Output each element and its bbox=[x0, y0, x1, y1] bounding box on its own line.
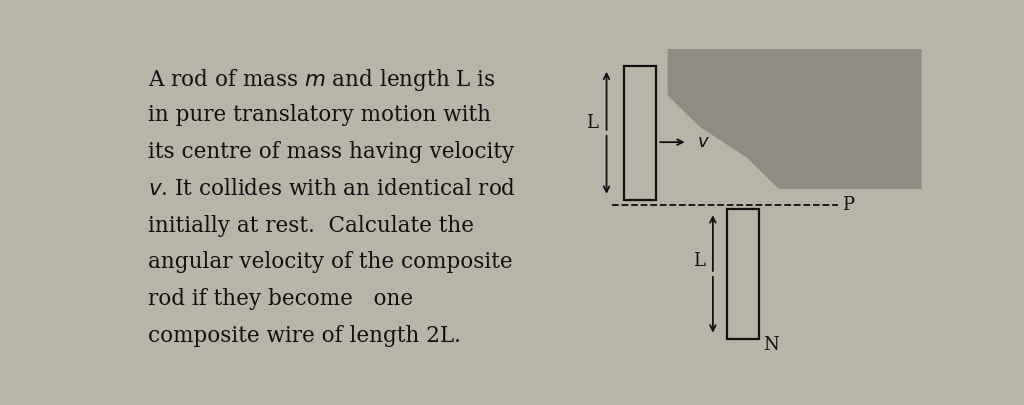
Text: composite wire of length 2L.: composite wire of length 2L. bbox=[147, 325, 461, 347]
Text: $v$: $v$ bbox=[697, 133, 710, 151]
Text: N: N bbox=[763, 335, 778, 354]
Text: L: L bbox=[587, 115, 598, 132]
Text: its centre of mass having velocity: its centre of mass having velocity bbox=[147, 141, 514, 163]
Text: rod if they become   one: rod if they become one bbox=[147, 288, 413, 310]
Text: L: L bbox=[692, 252, 705, 271]
Polygon shape bbox=[668, 49, 922, 189]
Text: A rod of mass $m$ and length L is: A rod of mass $m$ and length L is bbox=[147, 67, 496, 93]
Text: $v$. It collides with an identical rod: $v$. It collides with an identical rod bbox=[147, 178, 516, 200]
Bar bbox=[624, 66, 655, 200]
Text: P: P bbox=[842, 196, 854, 213]
Text: angular velocity of the composite: angular velocity of the composite bbox=[147, 251, 512, 273]
Text: initially at rest.  Calculate the: initially at rest. Calculate the bbox=[147, 215, 474, 237]
Bar bbox=[727, 209, 759, 339]
Text: in pure translatory motion with: in pure translatory motion with bbox=[147, 104, 490, 126]
